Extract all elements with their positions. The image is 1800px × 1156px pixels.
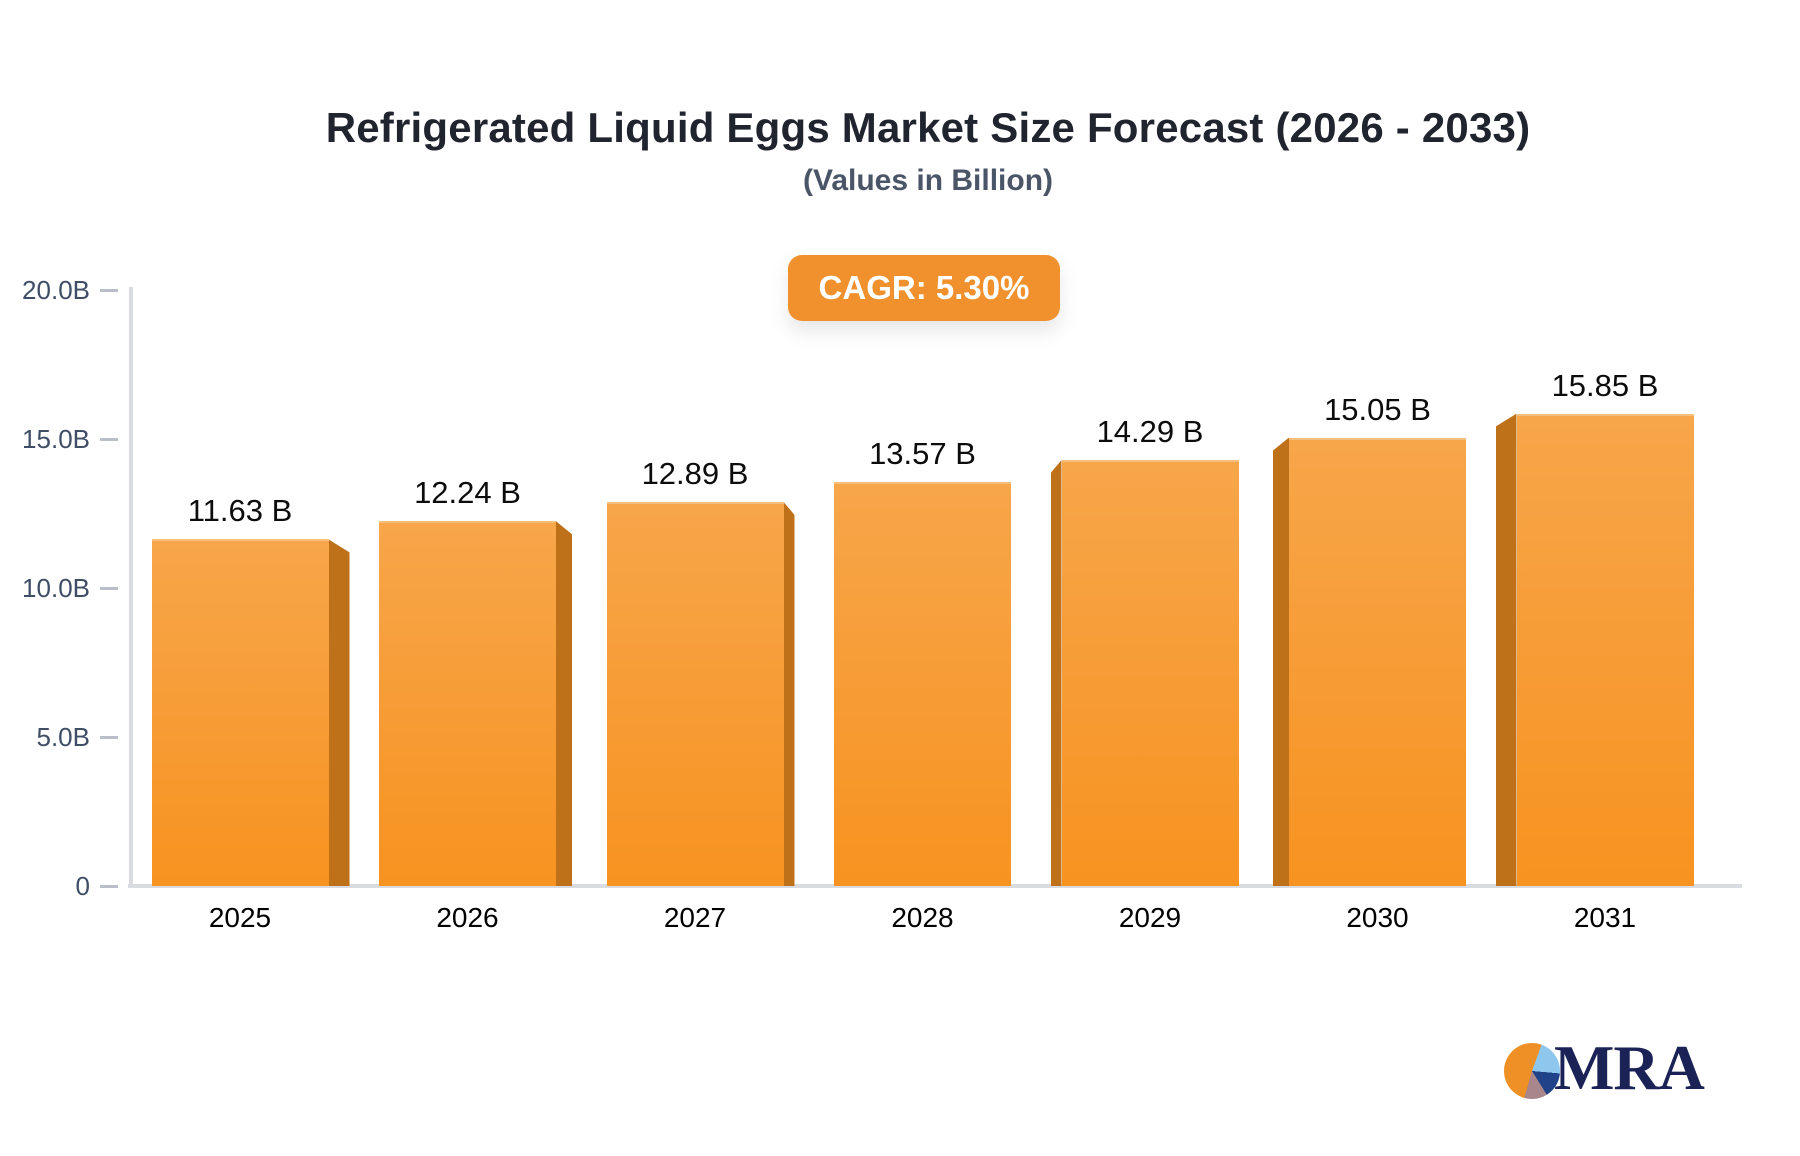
bar-value-label: 13.57 B: [869, 435, 976, 471]
chart-subtitle: (Values in Billion): [802, 164, 1054, 197]
bar: [1061, 460, 1239, 886]
y-tick-label: 5.0B: [36, 722, 91, 752]
bar-value-label: 12.24 B: [414, 475, 521, 511]
bar-side-face: [1273, 437, 1289, 886]
x-axis-label: 2031: [1573, 902, 1637, 933]
bar: [606, 501, 784, 886]
y-tick-label: 15.0B: [22, 424, 90, 454]
bar-side-face: [556, 521, 572, 886]
y-tick-label: 20.0B: [22, 275, 90, 305]
x-axis-label: 2029: [1118, 902, 1182, 933]
logo-text: MRA: [1554, 1032, 1705, 1103]
bar-value-label: 14.29 B: [1096, 414, 1204, 450]
bar-side-face: [783, 501, 795, 886]
y-tick-mark: [100, 437, 118, 441]
bar-side-face: [328, 539, 350, 886]
bar: [834, 481, 1011, 886]
y-tick-mark: [100, 735, 118, 739]
bar: [1516, 413, 1694, 886]
x-axis-label: 2028: [891, 902, 954, 933]
x-axis-label: 2027: [663, 902, 727, 933]
bar-side-face: [1050, 460, 1062, 886]
brand-logo: MRA: [1504, 1032, 1705, 1103]
chart-title: Refrigerated Liquid Eggs Market Size For…: [325, 104, 1531, 151]
bar-value-label: 15.05 B: [1324, 391, 1431, 427]
bar-value-label: 15.85 B: [1551, 367, 1659, 403]
y-tick-mark: [100, 586, 118, 590]
bar: [151, 539, 329, 886]
y-tick-mark: [100, 884, 118, 888]
y-tick-label: 0: [75, 871, 90, 901]
bar-side-face: [1495, 413, 1517, 886]
bar: [379, 521, 556, 886]
x-axis-label: 2025: [208, 902, 272, 933]
y-axis-line: [129, 287, 133, 888]
y-tick-label: 10.0B: [22, 573, 90, 603]
bar-value-label: 12.89 B: [641, 455, 749, 491]
pie-chart-icon: [1504, 1043, 1560, 1099]
y-tick-mark: [100, 288, 118, 292]
x-axis-label: 2026: [436, 902, 499, 933]
x-axis-label: 2030: [1346, 902, 1409, 933]
x-axis-line: [128, 884, 1742, 888]
cagr-badge: CAGR: 5.30%: [788, 255, 1060, 321]
bar: [1289, 437, 1466, 886]
bar-value-label: 11.63 B: [187, 493, 293, 529]
